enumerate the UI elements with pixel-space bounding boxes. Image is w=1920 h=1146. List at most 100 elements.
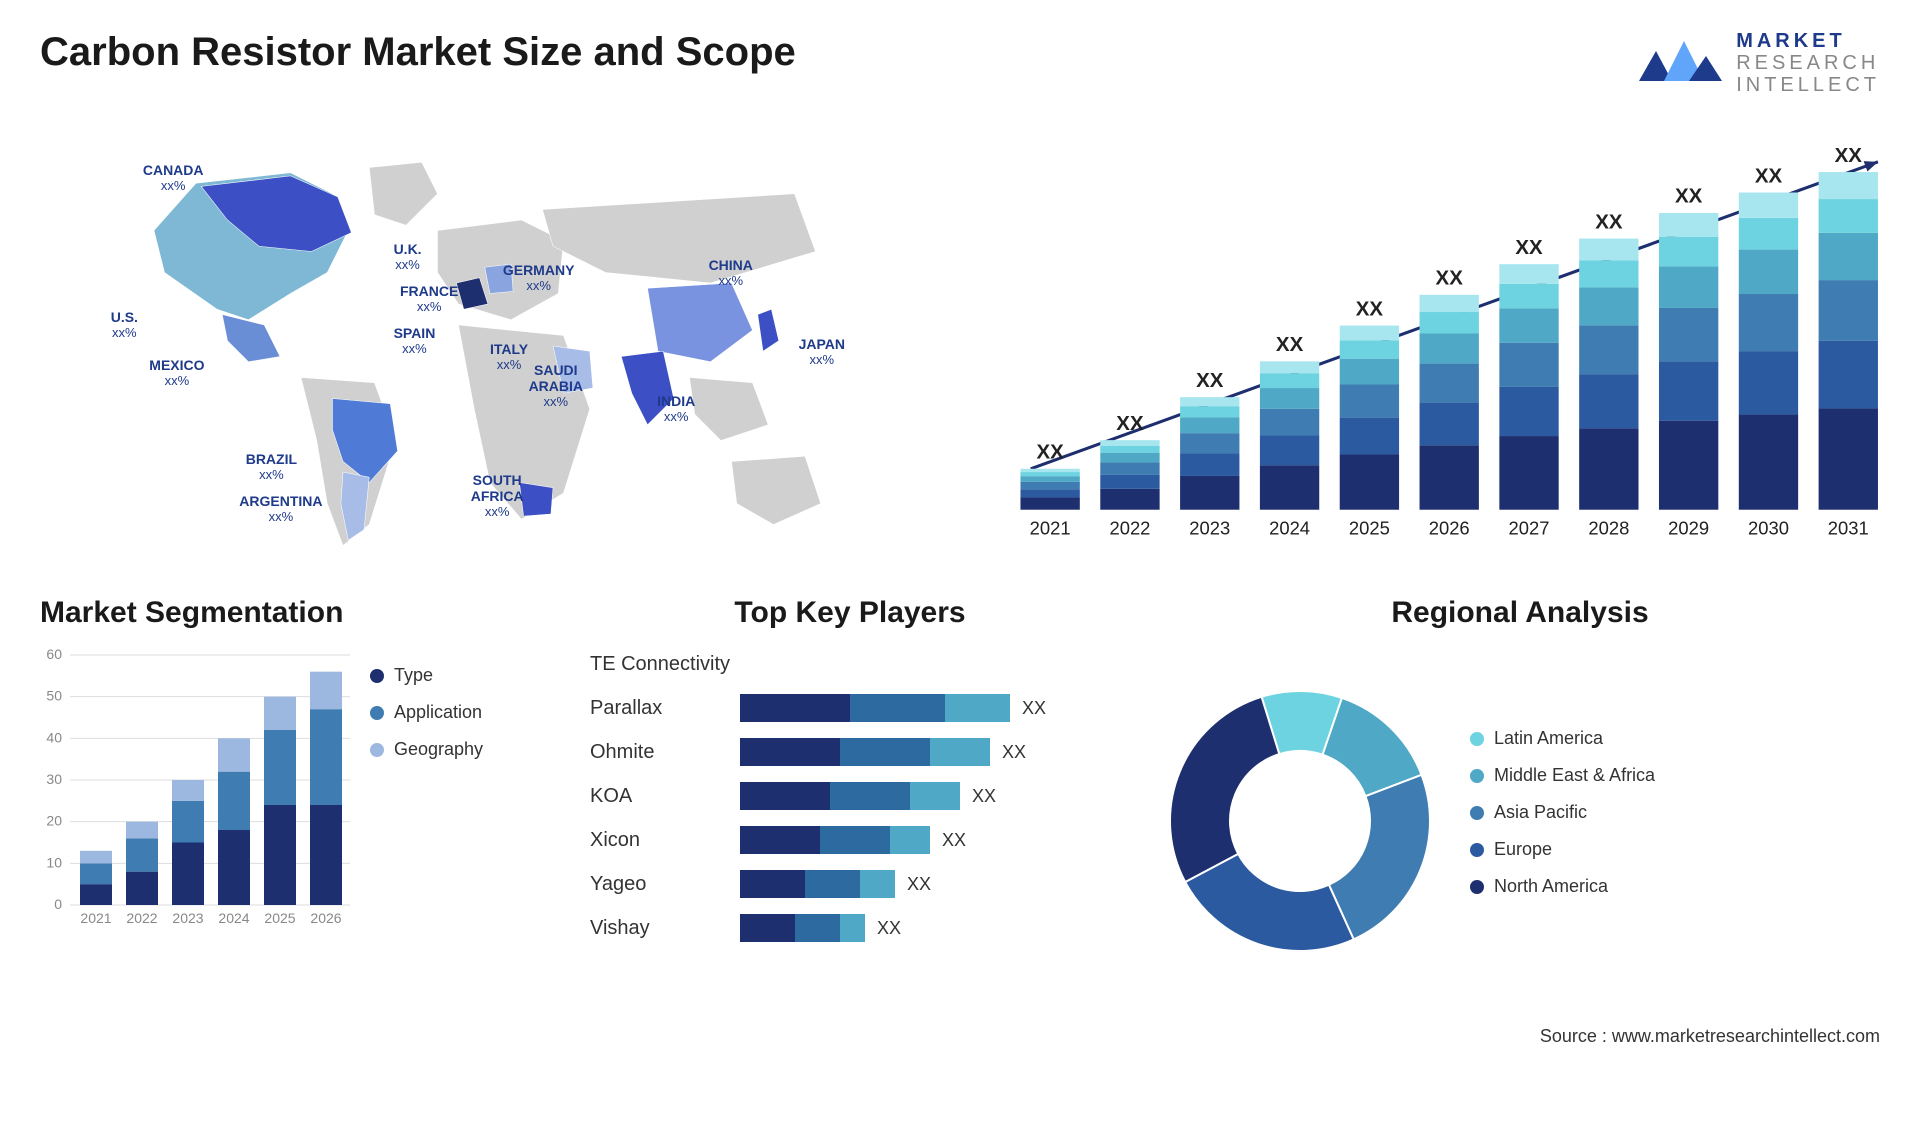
player-value: XX bbox=[907, 874, 931, 895]
region-legend: Latin America Middle East & Africa Asia Pa… bbox=[1470, 728, 1880, 913]
player-row: Ohmite XX bbox=[590, 733, 1110, 771]
player-name: Xicon bbox=[590, 829, 740, 852]
map-label: ARGENTINAxx% bbox=[239, 493, 322, 524]
player-bar bbox=[740, 870, 895, 898]
svg-text:XX: XX bbox=[1595, 210, 1623, 233]
map-label: ITALYxx% bbox=[490, 341, 528, 372]
legend-item: Asia Pacific bbox=[1470, 802, 1880, 823]
svg-text:2022: 2022 bbox=[1109, 517, 1150, 538]
svg-text:2021: 2021 bbox=[1030, 517, 1071, 538]
svg-text:20: 20 bbox=[46, 813, 62, 829]
player-name: Parallax bbox=[590, 697, 740, 720]
player-value: XX bbox=[972, 786, 996, 807]
svg-text:30: 30 bbox=[46, 771, 62, 787]
map-label: CANADAxx% bbox=[143, 162, 204, 193]
map-label: BRAZILxx% bbox=[246, 451, 297, 482]
player-value: XX bbox=[1002, 742, 1026, 763]
player-value: XX bbox=[1022, 698, 1046, 719]
source-text: Source : www.marketresearchintellect.com bbox=[40, 1026, 1880, 1047]
svg-text:XX: XX bbox=[1835, 144, 1863, 167]
region-panel: Regional Analysis Latin America Middle Ea… bbox=[1160, 596, 1880, 996]
svg-text:XX: XX bbox=[1515, 236, 1543, 259]
svg-text:XX: XX bbox=[1356, 297, 1384, 320]
svg-text:XX: XX bbox=[1675, 185, 1703, 208]
map-label: SAUDIARABIAxx% bbox=[529, 362, 583, 409]
legend-item: North America bbox=[1470, 876, 1880, 897]
svg-text:XX: XX bbox=[1276, 333, 1304, 356]
brand-logo: MARKET RESEARCH INTELLECT bbox=[1634, 30, 1880, 96]
svg-text:2027: 2027 bbox=[1509, 517, 1550, 538]
player-bar bbox=[740, 914, 865, 942]
map-label: GERMANYxx% bbox=[503, 262, 575, 293]
player-name: KOA bbox=[590, 785, 740, 808]
svg-text:2026: 2026 bbox=[1429, 517, 1470, 538]
logo-text-1: MARKET bbox=[1736, 30, 1880, 52]
player-row: TE Connectivity bbox=[590, 645, 1110, 683]
player-name: Yageo bbox=[590, 873, 740, 896]
player-name: Ohmite bbox=[590, 741, 740, 764]
svg-text:2025: 2025 bbox=[1349, 517, 1390, 538]
svg-text:XX: XX bbox=[1116, 412, 1144, 435]
map-label: INDIAxx% bbox=[657, 393, 695, 424]
map-label: FRANCExx% bbox=[400, 283, 458, 314]
player-name: Vishay bbox=[590, 917, 740, 940]
forecast-chart: XX 2021 XX 2022 XX 2023 XX 2024 XX 2025 XX 2026 XX 20… bbox=[1000, 136, 1880, 556]
svg-text:2029: 2029 bbox=[1668, 517, 1709, 538]
svg-text:2030: 2030 bbox=[1748, 517, 1789, 538]
player-value: XX bbox=[942, 830, 966, 851]
segmentation-title: Market Segmentation bbox=[40, 596, 540, 630]
player-bar bbox=[740, 738, 990, 766]
segmentation-panel: Market Segmentation 01020304050602021202… bbox=[40, 596, 540, 996]
players-title: Top Key Players bbox=[590, 596, 1110, 630]
logo-text-3: INTELLECT bbox=[1736, 74, 1880, 96]
player-row: Xicon XX bbox=[590, 821, 1110, 859]
legend-item: Middle East & Africa bbox=[1470, 765, 1880, 786]
svg-text:2021: 2021 bbox=[80, 910, 111, 926]
svg-text:2023: 2023 bbox=[1189, 517, 1230, 538]
players-list: TE ConnectivityParallaxXXOhmiteXXKOAXXXi… bbox=[590, 645, 1110, 953]
page-title: Carbon Resistor Market Size and Scope bbox=[40, 30, 796, 75]
world-map: CANADAxx%U.S.xx%MEXICOxx%BRAZILxx%ARGENT… bbox=[40, 136, 940, 556]
region-donut bbox=[1160, 681, 1440, 961]
svg-text:0: 0 bbox=[54, 896, 62, 912]
players-panel: Top Key Players TE Connectivity Parallax X… bbox=[590, 596, 1110, 996]
map-label: SOUTHAFRICAxx% bbox=[471, 472, 524, 519]
player-bar bbox=[740, 782, 960, 810]
svg-text:XX: XX bbox=[1036, 441, 1064, 464]
svg-text:50: 50 bbox=[46, 688, 62, 704]
segmentation-chart: 0102030405060202120222023202420252026 bbox=[40, 645, 350, 935]
region-title: Regional Analysis bbox=[1160, 596, 1880, 630]
map-label: U.K.xx% bbox=[394, 241, 422, 272]
svg-text:2024: 2024 bbox=[218, 910, 249, 926]
svg-text:40: 40 bbox=[46, 729, 62, 745]
map-label: SPAINxx% bbox=[394, 325, 436, 356]
svg-text:2031: 2031 bbox=[1828, 517, 1869, 538]
player-name: TE Connectivity bbox=[590, 653, 740, 676]
svg-text:2022: 2022 bbox=[126, 910, 157, 926]
player-row: Parallax XX bbox=[590, 689, 1110, 727]
svg-text:XX: XX bbox=[1436, 267, 1464, 290]
svg-text:2025: 2025 bbox=[264, 910, 295, 926]
svg-text:2023: 2023 bbox=[172, 910, 203, 926]
legend-item: Latin America bbox=[1470, 728, 1880, 749]
map-label: JAPANxx% bbox=[799, 336, 845, 367]
legend-item: Application bbox=[370, 702, 540, 723]
logo-icon bbox=[1634, 31, 1724, 96]
svg-text:10: 10 bbox=[46, 854, 62, 870]
map-label: CHINAxx% bbox=[709, 257, 753, 288]
player-row: Vishay XX bbox=[590, 909, 1110, 947]
svg-text:2024: 2024 bbox=[1269, 517, 1310, 538]
svg-text:XX: XX bbox=[1196, 369, 1224, 392]
svg-text:2028: 2028 bbox=[1588, 517, 1629, 538]
player-value: XX bbox=[877, 918, 901, 939]
map-label: U.S.xx% bbox=[111, 309, 138, 340]
segmentation-legend: Type Application Geography bbox=[370, 645, 540, 996]
forecast-svg: XX 2021 XX 2022 XX 2023 XX 2024 XX 2025 XX 2026 XX 20… bbox=[1000, 136, 1880, 556]
player-bar bbox=[740, 694, 1010, 722]
svg-text:XX: XX bbox=[1755, 164, 1783, 187]
legend-item: Geography bbox=[370, 739, 540, 760]
legend-item: Type bbox=[370, 665, 540, 686]
player-row: Yageo XX bbox=[590, 865, 1110, 903]
svg-text:2026: 2026 bbox=[310, 910, 341, 926]
player-row: KOA XX bbox=[590, 777, 1110, 815]
